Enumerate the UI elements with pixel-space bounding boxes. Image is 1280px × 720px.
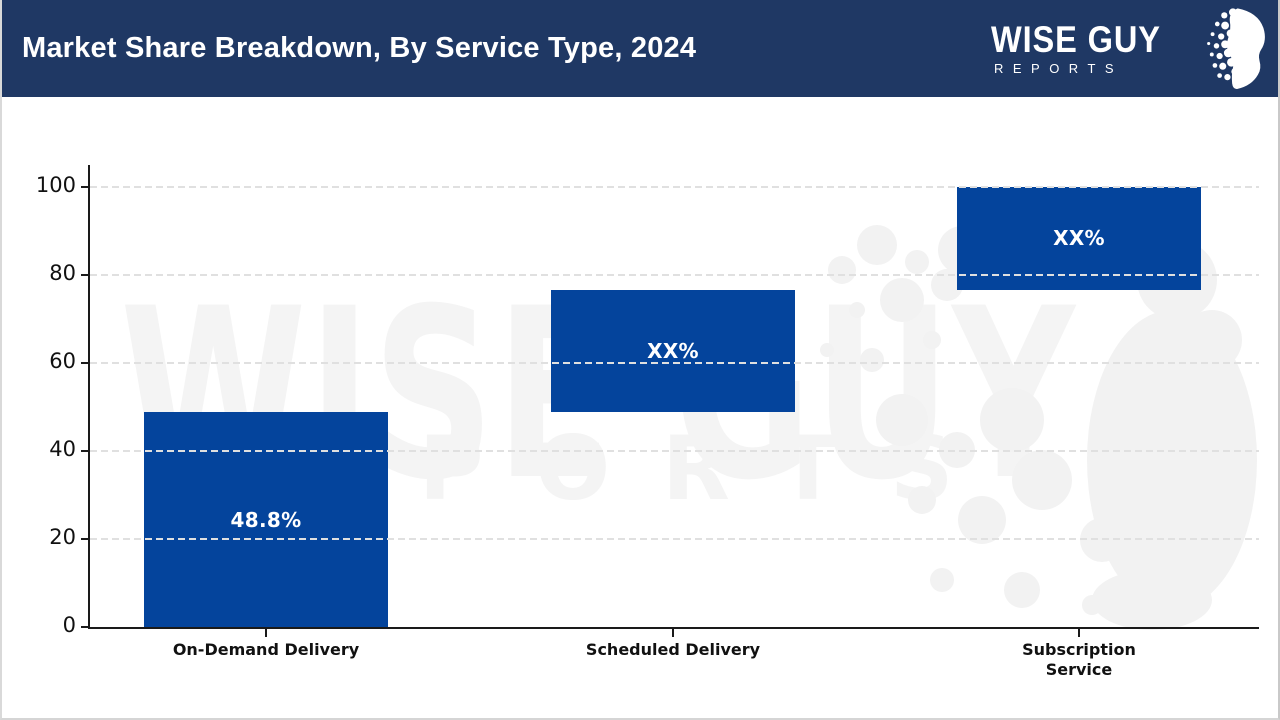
- gridline-20: [90, 538, 1259, 540]
- y-axis-tick: [81, 186, 89, 188]
- x-axis-category-label: Subscription Service: [1022, 640, 1136, 679]
- bar-value-label: XX%: [1053, 226, 1105, 251]
- y-axis-tick: [81, 450, 89, 452]
- gridline-80: [90, 274, 1259, 276]
- y-axis-tick: [81, 362, 89, 364]
- y-axis-tick-label: 40: [49, 437, 76, 461]
- page-title: Market Share Breakdown, By Service Type,…: [22, 32, 697, 64]
- bar-2: XX%: [551, 289, 795, 413]
- y-axis-tick-label: 80: [49, 261, 76, 285]
- brand-name: WISE GUY: [990, 19, 1161, 60]
- header-bar: Market Share Breakdown, By Service Type,…: [2, 0, 1278, 97]
- x-axis-tick: [672, 629, 674, 637]
- x-axis-line: [88, 627, 1259, 629]
- y-axis-tick: [81, 538, 89, 540]
- brand-subtitle: REPORTS: [993, 61, 1124, 76]
- bar-1: 48.8%: [144, 412, 388, 627]
- y-axis-tick-label: 20: [49, 525, 76, 549]
- y-axis-tick-label: 100: [35, 173, 76, 197]
- x-axis-category-label: Scheduled Delivery: [585, 640, 761, 659]
- gridline-100: [90, 186, 1259, 188]
- y-axis-tick-label: 0: [62, 613, 76, 637]
- brand-logo: WISE GUY REPORTS: [991, 5, 1272, 93]
- y-axis-tick: [81, 274, 89, 276]
- x-axis-tick: [265, 629, 267, 637]
- y-axis-line: [88, 165, 90, 629]
- gridline-60: [90, 362, 1259, 364]
- bar-3: XX%: [957, 187, 1201, 290]
- y-axis-tick: [81, 626, 89, 628]
- bar-value-label: 48.8%: [230, 507, 302, 532]
- dotted-face-profile-icon: [1207, 7, 1265, 89]
- brand-logo-text: WISE GUY REPORTS: [991, 21, 1184, 76]
- x-axis-tick: [1078, 629, 1080, 637]
- bar-value-label: XX%: [647, 339, 699, 364]
- x-axis-category-label: On-Demand Delivery: [172, 640, 360, 659]
- gridline-40: [90, 450, 1259, 452]
- y-axis-tick-label: 60: [49, 349, 76, 373]
